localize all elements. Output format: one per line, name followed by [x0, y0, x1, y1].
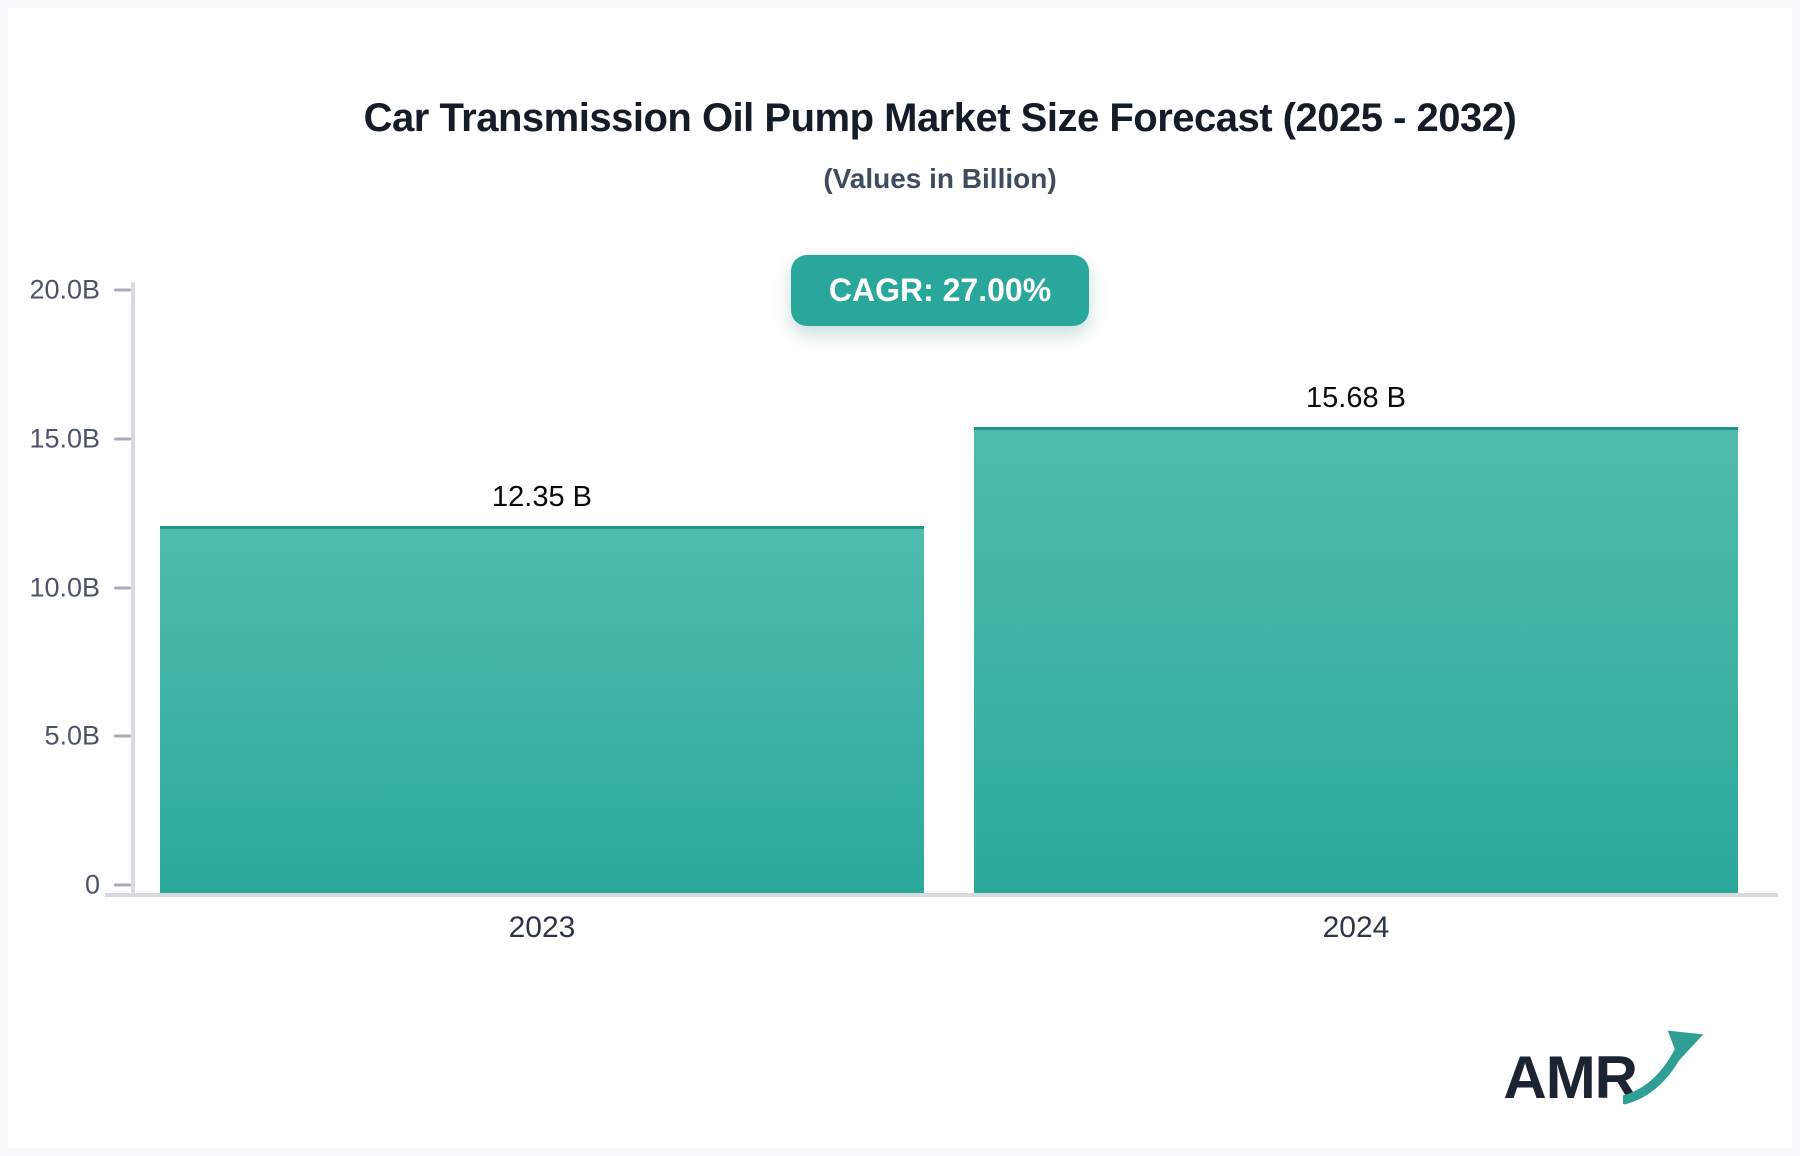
chart-title: Car Transmission Oil Pump Market Size Fo…: [363, 96, 1517, 140]
y-axis-tick: 5.0B: [44, 721, 131, 752]
x-axis-label-2024: 2024: [1322, 911, 1390, 944]
y-axis-tick: 20.0B: [29, 275, 131, 306]
cagr-badge-container: CAGR: 27.00%: [150, 255, 1730, 326]
y-tick-label: 5.0B: [44, 720, 100, 751]
y-tick-label: 20.0B: [29, 274, 100, 305]
y-axis: 20.0B 15.0B 10.0B 5.0B 0: [8, 275, 131, 900]
y-tick-label: 0: [84, 869, 100, 900]
bar-2023[interactable]: [160, 525, 924, 893]
y-tick-label: 15.0B: [29, 423, 100, 454]
chart-header: Car Transmission Oil Pump Market Size Fo…: [150, 96, 1730, 195]
plot-area: 12.35 B 2023 15.68 B 2024: [150, 298, 1738, 944]
y-axis-line: [131, 282, 135, 893]
y-tick-label: 10.0B: [29, 572, 100, 602]
amr-logo-text: AMR: [1503, 1044, 1638, 1111]
y-tick-mark: [114, 586, 131, 589]
y-axis-tick: 0: [85, 870, 131, 901]
y-tick-mark: [114, 437, 131, 441]
y-axis-tick: 10.0B: [29, 572, 131, 603]
growth-arrow-icon: [1623, 1030, 1704, 1105]
bar-value-label: 15.68 B: [1306, 381, 1406, 414]
cagr-badge: CAGR: 27.00%: [790, 255, 1090, 326]
chart-subtitle: (Values in Billion): [823, 163, 1057, 194]
x-axis-label-2023: 2023: [508, 911, 576, 944]
y-axis-tick: 15.0B: [29, 423, 131, 454]
x-axis-line: [105, 893, 1778, 897]
y-tick-mark: [114, 734, 131, 738]
y-tick-mark: [114, 288, 131, 292]
bar-2024[interactable]: [974, 426, 1738, 893]
bar-value-label: 12.35 B: [492, 480, 592, 513]
chart-card: Car Transmission Oil Pump Market Size Fo…: [8, 8, 1792, 1148]
amr-logo: AMR: [1503, 1028, 1707, 1108]
y-tick-mark: [114, 883, 131, 887]
